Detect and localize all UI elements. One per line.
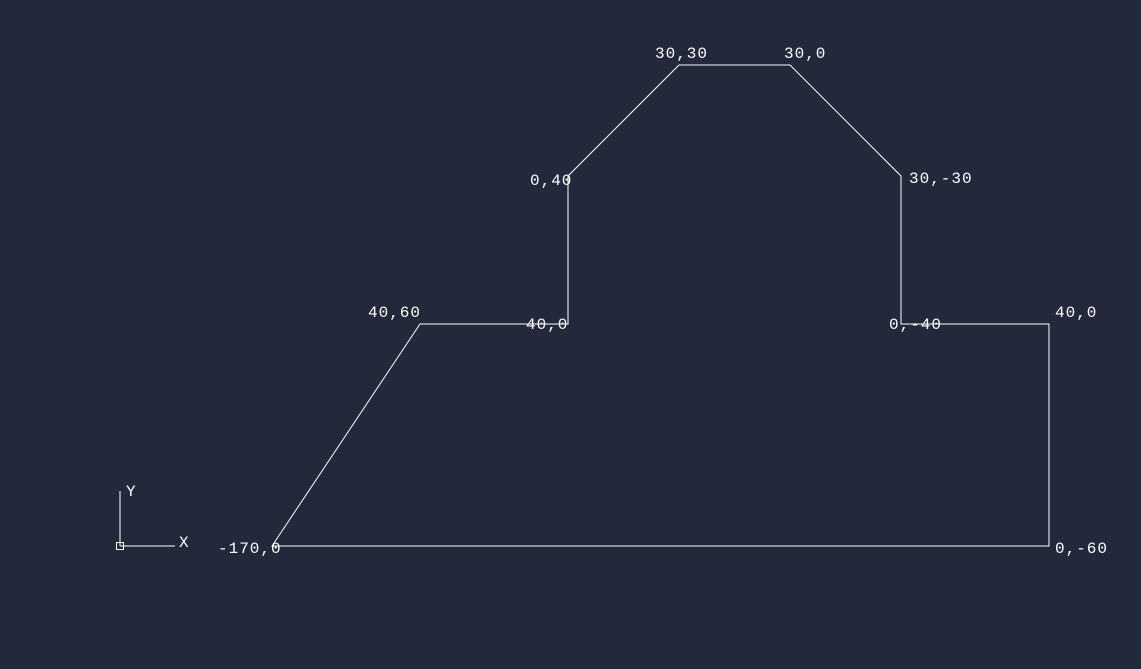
vertex-label: 30,0	[784, 45, 826, 63]
vertex-label: 30,30	[655, 45, 708, 63]
vertex-label: 0,-40	[889, 316, 942, 334]
cad-canvas[interactable]	[0, 0, 1141, 669]
ucs-y-label: Y	[126, 483, 137, 501]
vertex-label: 30,-30	[909, 170, 973, 188]
ucs-x-label: X	[179, 534, 190, 552]
vertex-label: 40,0	[526, 316, 568, 334]
vertex-label: -170,0	[218, 540, 282, 558]
vertex-label: 0,-60	[1055, 540, 1108, 558]
vertex-label: 40,0	[1055, 304, 1097, 322]
vertex-label: 40,60	[368, 304, 421, 322]
vertex-label: 0,40	[530, 172, 572, 190]
